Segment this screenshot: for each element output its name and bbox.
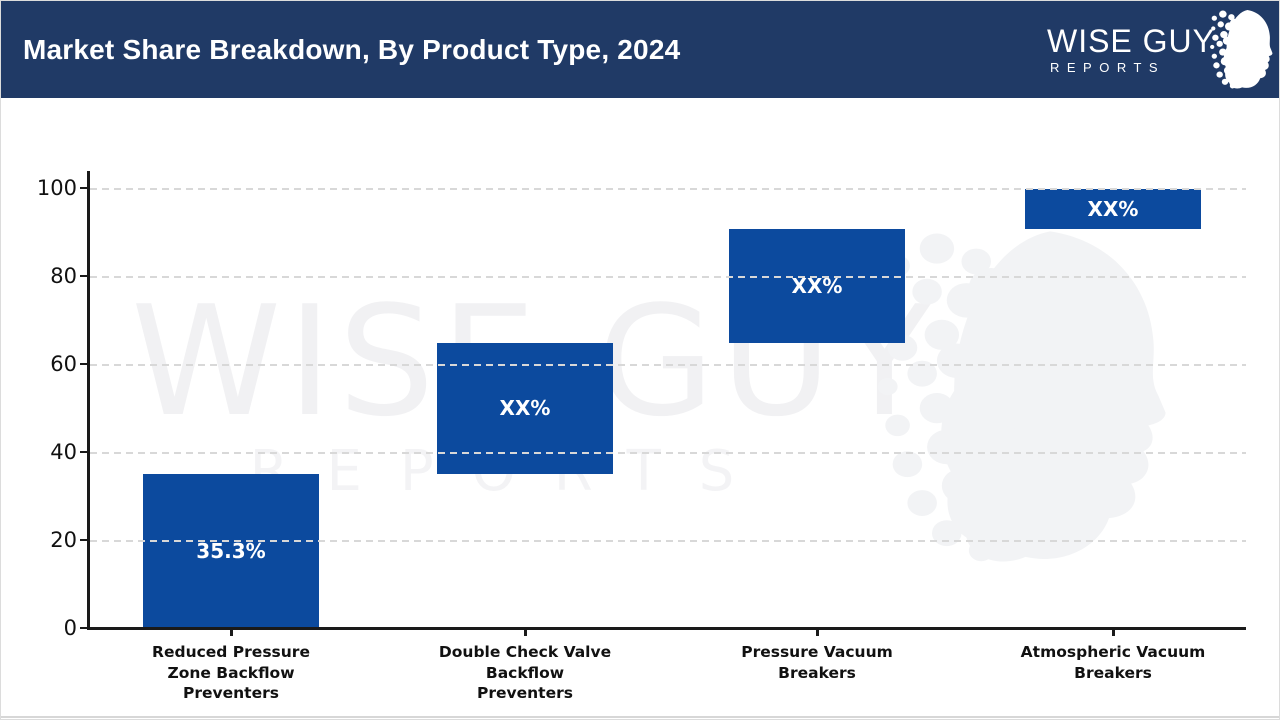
y-tick-mark — [80, 187, 88, 189]
x-category-label-line: Zone Backflow — [167, 663, 295, 682]
x-category-label-line: Reduced Pressure — [152, 643, 310, 661]
x-tick-mark — [524, 629, 527, 636]
bar-value-label: 35.3% — [196, 539, 266, 564]
x-category-label: Atmospheric Vacuum Breakers — [953, 642, 1273, 683]
y-axis — [87, 171, 90, 629]
logo-head-icon — [1210, 9, 1273, 89]
y-tick-mark — [80, 539, 88, 541]
chart-title: Market Share Breakdown, By Product Type,… — [23, 33, 681, 65]
waterfall-bar: XX% — [729, 228, 905, 343]
waterfall-bar: XX% — [1025, 189, 1201, 229]
x-category-label-line: Pressure Vacuum — [741, 643, 893, 661]
x-category-label: Reduced Pressure Zone Backflow Preventers — [71, 642, 391, 704]
x-tick-mark — [816, 629, 819, 636]
x-category-label-line: Backflow — [485, 663, 565, 682]
x-category-label-line: Double Check Valve — [438, 643, 612, 661]
x-category-label-line: Breakers — [1074, 663, 1152, 682]
logo-wordmark-line2: REPORTS — [1049, 60, 1166, 75]
y-tick-label: 40 — [50, 440, 77, 464]
y-tick-mark — [80, 363, 88, 365]
x-axis — [87, 627, 1246, 630]
x-category-label-line: Preventers — [183, 684, 279, 702]
gridline — [90, 364, 1246, 366]
x-category-label: Double Check Valve Backflow Preventers — [365, 642, 685, 704]
gridline — [90, 540, 1246, 542]
gridline — [90, 452, 1246, 454]
gridline — [90, 276, 1246, 278]
x-category-label-line: Atmospheric Vacuum — [1020, 643, 1206, 661]
gridline — [90, 188, 1246, 190]
bottom-divider — [1, 716, 1279, 718]
y-tick-mark — [80, 627, 88, 629]
bar-value-label: XX% — [1087, 196, 1139, 221]
y-tick-label: 60 — [50, 352, 77, 376]
y-tick-mark — [80, 275, 88, 277]
y-tick-mark — [80, 451, 88, 453]
x-category-label: Pressure Vacuum Breakers — [657, 642, 977, 683]
y-tick-label: 80 — [50, 264, 77, 288]
y-tick-label: 20 — [50, 528, 77, 552]
waterfall-bar: XX% — [437, 343, 613, 474]
x-category-label-line: Breakers — [778, 663, 856, 682]
bar-value-label: XX% — [499, 396, 551, 421]
logo-wordmark: WISE GUY REPORTS — [1047, 24, 1215, 75]
y-tick-label: 0 — [63, 616, 77, 640]
waterfall-bar: 35.3% — [143, 473, 319, 629]
x-tick-mark — [230, 629, 233, 636]
y-tick-label: 100 — [36, 176, 77, 200]
wiseguy-logo: WISE GUY REPORTS — [1047, 1, 1273, 98]
header-banner: Market Share Breakdown, By Product Type,… — [1, 1, 1279, 98]
logo-wordmark-line1: WISE GUY — [1046, 23, 1215, 59]
x-tick-mark — [1112, 629, 1115, 636]
x-category-label-line: Preventers — [477, 684, 573, 702]
